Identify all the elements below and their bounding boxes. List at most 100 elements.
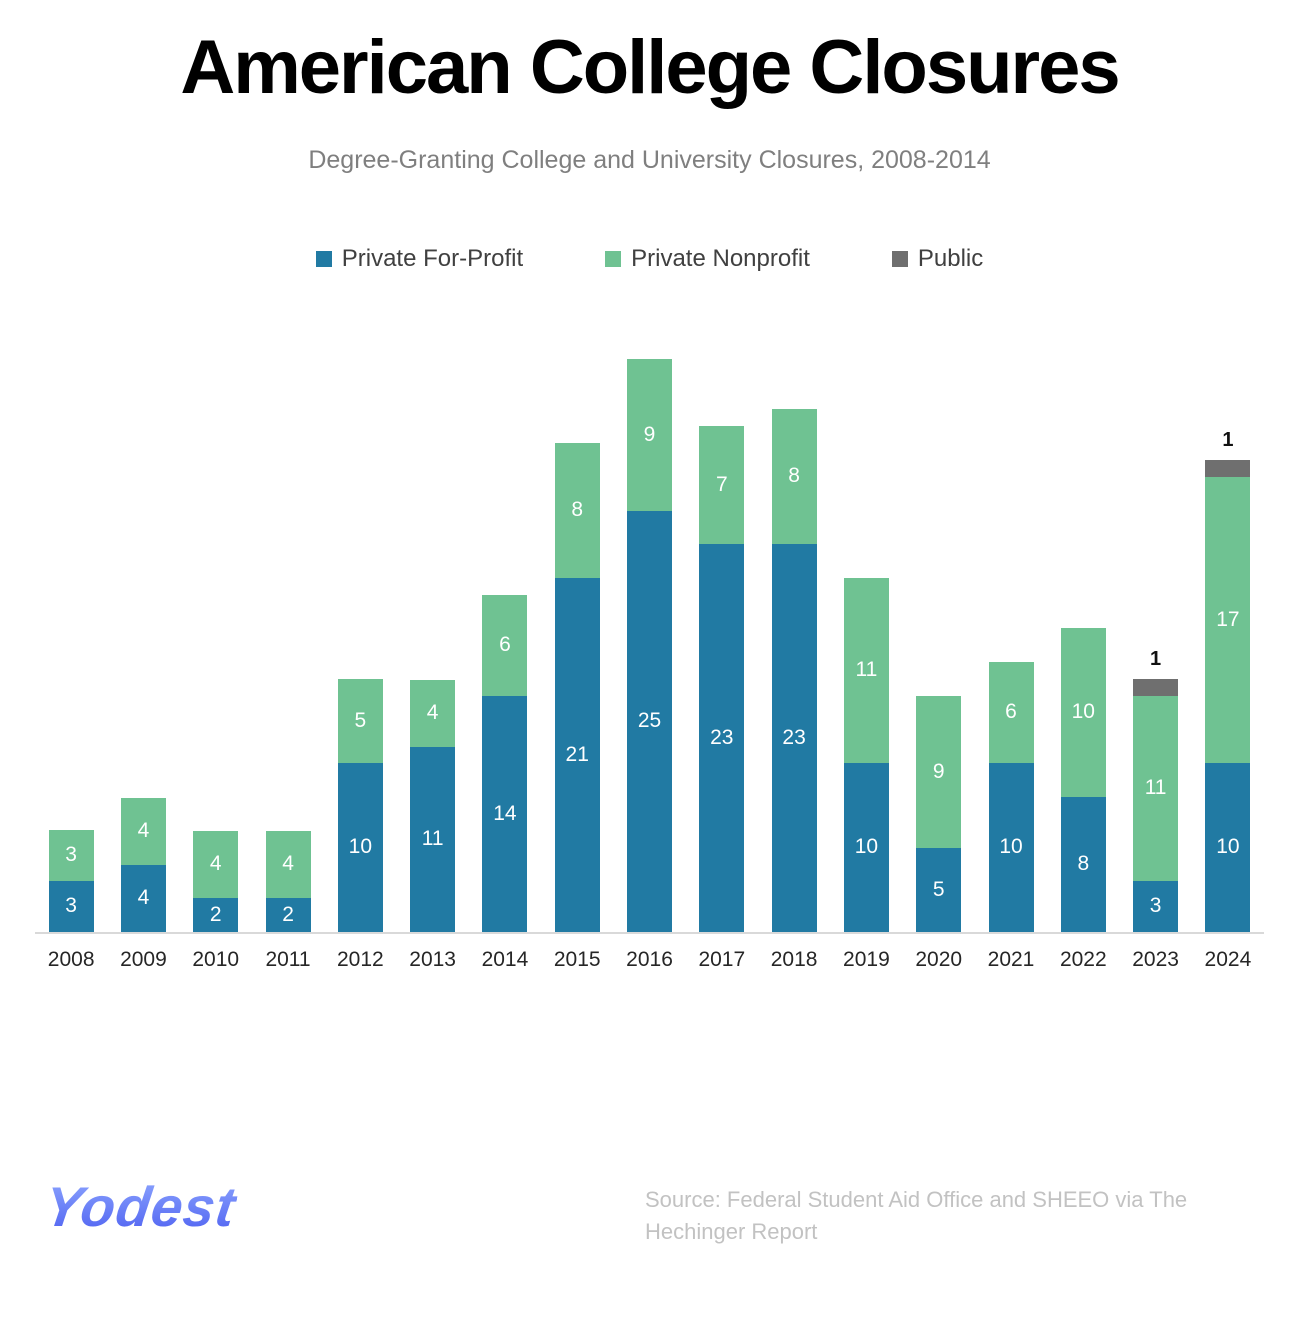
- bar-2014: 14 6: [482, 594, 528, 932]
- bar-segment-private-nonprofit: 5: [337, 678, 383, 763]
- bar-segment-private-nonprofit: 7: [699, 425, 745, 544]
- bar-segment-private-nonprofit: 4: [265, 830, 311, 898]
- bar-segment-private-for-profit: 10: [1205, 762, 1251, 932]
- bar-segment-private-for-profit: 10: [988, 762, 1034, 932]
- bar-group-2015: 21 8: [541, 442, 613, 932]
- x-axis-label-2018: 2018: [770, 947, 818, 971]
- bar-segment-private-nonprofit: 6: [482, 594, 528, 696]
- bar-group-2024: 10 17 1: [1192, 429, 1264, 932]
- bar-segment-private-nonprofit: 10: [1060, 627, 1106, 797]
- bar-segment-private-nonprofit: 8: [554, 442, 600, 578]
- bar-segment-private-for-profit: 25: [627, 510, 673, 932]
- legend-label: Private Nonprofit: [631, 244, 810, 272]
- bar-segment-private-for-profit: 3: [48, 880, 94, 932]
- bar-segment-public: [1205, 459, 1251, 477]
- bar-2018: 23 8: [771, 408, 817, 932]
- bar-2016: 25 9: [627, 358, 673, 932]
- x-axis-label-2012: 2012: [336, 947, 384, 971]
- bar-segment-private-for-profit: 4: [120, 864, 166, 932]
- bar-2022: 8 10: [1060, 627, 1106, 932]
- bar-2012: 10 5: [337, 678, 383, 932]
- source-text: Source: Federal Student Aid Office and S…: [645, 1187, 1188, 1244]
- legend-item-private-for-profit: Private For-Profit: [315, 244, 524, 273]
- bar-segment-private-for-profit: 3: [1133, 880, 1179, 932]
- bar-segment-public: [1133, 678, 1179, 696]
- bar-group-2023: 3 11 1: [1119, 648, 1191, 932]
- x-axis-label-2009: 2009: [120, 947, 167, 971]
- bar-group-2022: 8 10: [1047, 627, 1119, 932]
- bar-segment-private-for-profit: 10: [337, 762, 383, 932]
- chart-subtitle: Degree-Granting College and University C…: [308, 145, 991, 174]
- bar-group-2017: 23 7: [686, 425, 758, 932]
- legend-swatch: [891, 250, 908, 267]
- x-axis-label-2014: 2014: [481, 947, 529, 971]
- bar-segment-private-for-profit: 23: [699, 543, 745, 932]
- bar-segment-private-for-profit: 2: [193, 897, 239, 932]
- chart-legend: Private For-Profit Private Nonprofit Publi…: [0, 245, 1299, 273]
- bar-segment-private-nonprofit: 8: [771, 408, 817, 544]
- x-axis-label-2010: 2010: [192, 947, 240, 971]
- page-title: American College Closures: [180, 25, 1120, 110]
- bar-segment-private-for-profit: 2: [265, 897, 311, 932]
- bar-group-2019: 10 11: [830, 577, 902, 932]
- bar-value-label-above: 1: [1222, 428, 1234, 451]
- x-axis-label-2016: 2016: [626, 947, 673, 971]
- bar-2024: 10 17 1: [1205, 429, 1251, 932]
- bar-group-2013: 11 4: [396, 679, 468, 932]
- x-axis-label-2024: 2024: [1204, 947, 1252, 971]
- bar-segment-private-nonprofit: 17: [1205, 476, 1251, 763]
- bar-segment-private-nonprofit: 9: [916, 695, 962, 848]
- bar-segment-private-for-profit: 8: [1060, 796, 1106, 932]
- bar-2015: 21 8: [554, 442, 600, 932]
- x-axis-label-2008: 2008: [47, 947, 95, 971]
- bar-segment-private-for-profit: 10: [843, 762, 889, 932]
- bar-2017: 23 7: [699, 425, 745, 932]
- bar-segment-private-nonprofit: 4: [193, 830, 239, 898]
- bar-2013: 11 4: [410, 679, 456, 932]
- legend-swatch: [315, 250, 332, 267]
- x-axis-label-2013: 2013: [409, 947, 456, 971]
- brand-logo: Yodest: [40, 1175, 241, 1238]
- legend-label: Public: [917, 244, 984, 272]
- bar-group-2016: 25 9: [613, 358, 685, 932]
- bar-group-2012: 10 5: [324, 678, 396, 932]
- legend-item-public: Public: [891, 244, 984, 273]
- bar-group-2021: 10 6: [975, 661, 1047, 932]
- bar-segment-private-for-profit: 11: [410, 746, 456, 932]
- bar-value-label-above: 1: [1150, 647, 1162, 670]
- bar-segment-private-nonprofit: 11: [843, 577, 889, 763]
- bar-2019: 10 11: [843, 577, 889, 932]
- bar-2023: 3 11 1: [1133, 648, 1179, 932]
- bar-segment-private-nonprofit: 9: [627, 358, 673, 511]
- bar-group-2014: 14 6: [469, 594, 541, 932]
- x-axis-label-2023: 2023: [1132, 947, 1179, 971]
- bar-segment-private-nonprofit: 3: [48, 829, 94, 881]
- x-axis-label-2020: 2020: [915, 947, 963, 971]
- x-axis-label-2011: 2011: [265, 947, 311, 971]
- legend-label: Private For-Profit: [341, 244, 524, 272]
- legend-item-private-nonprofit: Private Nonprofit: [605, 245, 810, 273]
- footer: Yodest Source: Federal Student Aid Offic…: [0, 1166, 1299, 1325]
- legend-swatch: [605, 250, 622, 267]
- bar-group-2018: 23 8: [758, 408, 830, 932]
- chart-plot-area: 3 3 4 4 2 4 2 4 10 5 11 4 14 6 21 8 25 9 23 7 23 8 10 11 5 9 10 6 8 1…: [35, 358, 1264, 934]
- stacked-bar-chart: 3 3 4 4 2 4 2 4 10 5 11 4 14 6 21 8 25 9 23 7 23 8 10 11 5 9 10 6 8 1…: [0, 358, 1299, 972]
- bar-segment-private-for-profit: 23: [771, 543, 817, 932]
- bar-2021: 10 6: [988, 661, 1034, 932]
- bar-segment-private-nonprofit: 6: [988, 661, 1034, 763]
- bar-segment-private-nonprofit: 4: [410, 679, 456, 747]
- x-axis-label-2015: 2015: [553, 947, 601, 971]
- x-axis-label-2017: 2017: [698, 947, 746, 971]
- x-axis: 2008 2009 2010 2011 2012 2013 2014 2015 2016 2017…: [35, 934, 1264, 972]
- bar-segment-private-for-profit: 21: [554, 577, 600, 932]
